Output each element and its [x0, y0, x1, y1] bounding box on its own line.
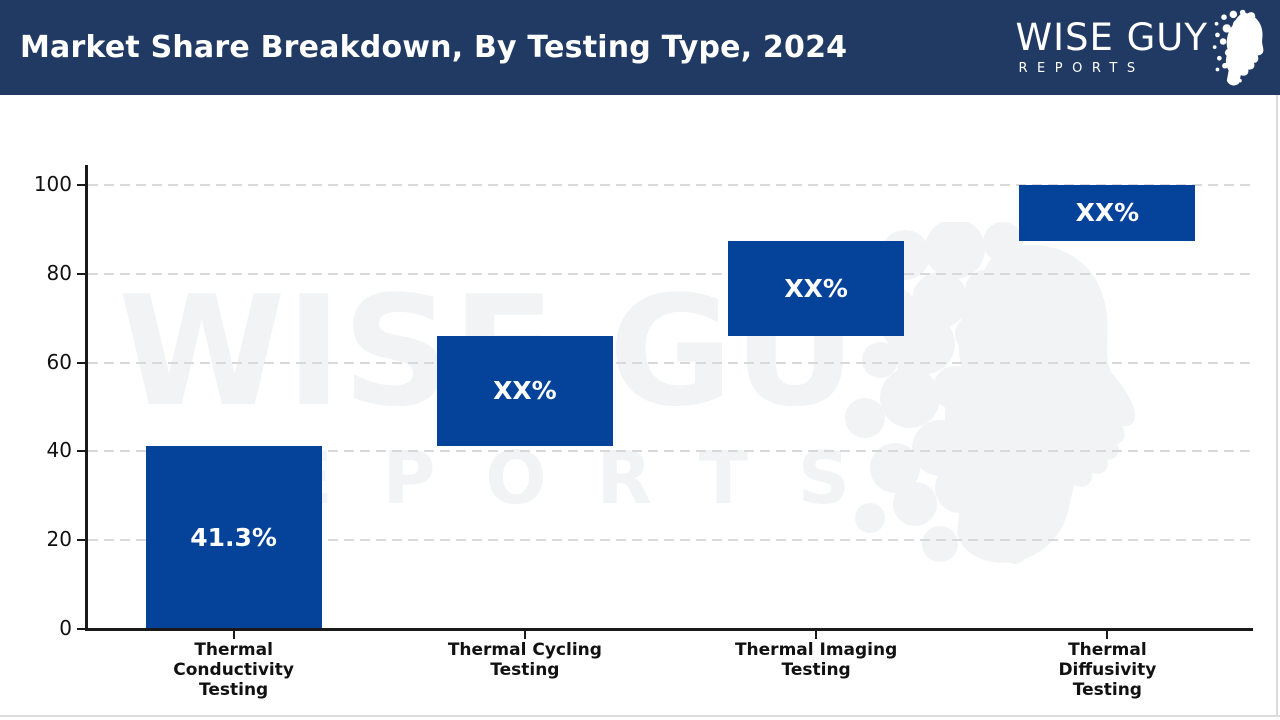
bar-segment: XX% — [436, 335, 613, 446]
y-tick-mark-80 — [77, 272, 85, 275]
page-title: Market Share Breakdown, By Testing Type,… — [20, 30, 848, 65]
category-label: Thermal Conductivity Testing — [88, 640, 379, 700]
y-tick-mark-60 — [77, 361, 85, 364]
app-header: Market Share Breakdown, By Testing Type,… — [0, 0, 1280, 95]
y-tick-label-20: 20 — [46, 527, 72, 552]
y-tick-label-40: 40 — [46, 438, 72, 463]
gridline-60 — [88, 361, 1253, 364]
brand-logo: WISE GUY REPORTS — [1016, 8, 1266, 88]
bar-segment: 41.3% — [145, 445, 322, 629]
y-tick-label-100: 100 — [33, 172, 72, 196]
y-tick-mark-100 — [77, 184, 85, 186]
frame-right-line — [1276, 95, 1278, 717]
gridline-80 — [88, 272, 1253, 275]
category-label: Thermal Cycling Testing — [379, 640, 670, 680]
logo-wordmark: WISE GUY — [1015, 16, 1208, 59]
category-label-line: Thermal — [1068, 640, 1147, 660]
gridline-40 — [88, 450, 1253, 453]
y-axis-spine — [85, 165, 88, 631]
bar-segment: XX% — [728, 240, 905, 336]
y-tick-label-60: 60 — [46, 349, 72, 374]
y-tick-mark-40 — [77, 450, 85, 453]
watermark-head-graphic — [845, 222, 1136, 564]
frame-bottom-line — [0, 715, 1280, 717]
category-label-line: Testing — [490, 660, 560, 680]
y-tick-mark-0 — [77, 628, 85, 630]
category-label-line: Conductivity — [173, 660, 294, 680]
category-label-line: Thermal — [194, 640, 273, 660]
bar-segment: XX% — [1019, 185, 1196, 241]
category-label-line: Thermal Imaging — [734, 640, 898, 660]
gridline-100 — [88, 184, 1253, 186]
x-tick-mark — [815, 631, 818, 639]
category-label-line: Testing — [1072, 680, 1142, 700]
x-tick-mark — [523, 631, 526, 639]
logo-reports-label: REPORTS — [1018, 61, 1145, 76]
category-label-line: Thermal Cycling — [447, 640, 602, 660]
category-label-line: Testing — [781, 660, 851, 680]
logo-head-icon — [1212, 9, 1264, 85]
x-tick-mark — [1106, 631, 1109, 639]
x-tick-mark — [232, 631, 235, 639]
y-tick-mark-20 — [77, 539, 85, 542]
category-label: Thermal Imaging Testing — [671, 640, 962, 680]
bar-value-label: 41.3% — [190, 522, 277, 552]
gridline-20 — [88, 539, 1253, 542]
category-label-line: Diffusivity — [1058, 660, 1157, 680]
y-tick-label-0: 0 — [59, 616, 72, 640]
category-label: Thermal Diffusivity Testing — [962, 640, 1253, 700]
x-axis-spine — [85, 628, 1253, 631]
y-tick-label-80: 80 — [46, 260, 72, 285]
bar-value-label: XX% — [784, 273, 848, 303]
logo-text: WISE GUY REPORTS — [1016, 19, 1208, 76]
category-label-line: Testing — [199, 680, 269, 700]
bar-value-label: XX% — [1075, 198, 1140, 228]
bar-value-label: XX% — [493, 376, 557, 406]
